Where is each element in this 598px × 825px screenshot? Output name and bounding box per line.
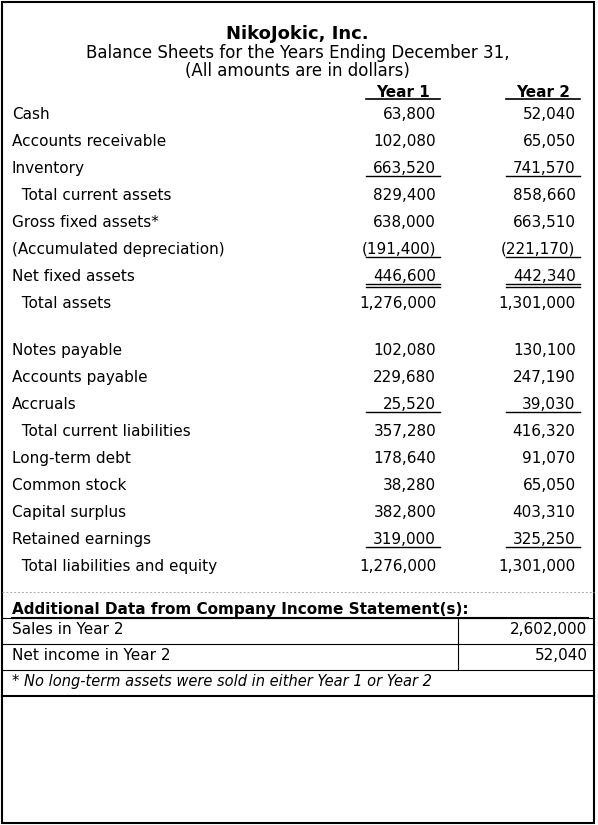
Text: 741,570: 741,570 (513, 161, 576, 176)
Text: 638,000: 638,000 (373, 215, 436, 230)
Text: Year 1: Year 1 (377, 85, 430, 100)
Text: Notes payable: Notes payable (12, 343, 122, 358)
Text: (Accumulated depreciation): (Accumulated depreciation) (12, 242, 225, 257)
Text: 1,276,000: 1,276,000 (359, 559, 436, 574)
Text: 25,520: 25,520 (383, 397, 436, 412)
Text: 1,301,000: 1,301,000 (498, 559, 576, 574)
Text: (191,400): (191,400) (362, 242, 436, 257)
Text: Balance Sheets for the Years Ending December 31,: Balance Sheets for the Years Ending Dece… (86, 44, 509, 62)
Text: 829,400: 829,400 (373, 188, 436, 203)
Text: 247,190: 247,190 (513, 370, 576, 385)
Text: Sales in Year 2: Sales in Year 2 (12, 622, 123, 637)
Text: 446,600: 446,600 (373, 269, 436, 284)
Text: 357,280: 357,280 (373, 424, 436, 439)
Text: 52,040: 52,040 (535, 648, 588, 663)
Text: Net fixed assets: Net fixed assets (12, 269, 135, 284)
Text: Common stock: Common stock (12, 478, 126, 493)
Text: (221,170): (221,170) (501, 242, 576, 257)
Text: Total liabilities and equity: Total liabilities and equity (12, 559, 217, 574)
Text: Capital surplus: Capital surplus (12, 505, 126, 520)
Text: 858,660: 858,660 (512, 188, 576, 203)
Text: 65,050: 65,050 (523, 134, 576, 149)
Text: Year 2: Year 2 (515, 85, 570, 100)
Text: Accounts payable: Accounts payable (12, 370, 148, 385)
Text: Total current assets: Total current assets (12, 188, 172, 203)
Text: Accruals: Accruals (12, 397, 77, 412)
Text: 38,280: 38,280 (383, 478, 436, 493)
Text: Total assets: Total assets (12, 296, 111, 311)
Text: 416,320: 416,320 (512, 424, 576, 439)
Text: 403,310: 403,310 (512, 505, 576, 520)
Text: 52,040: 52,040 (523, 107, 576, 122)
Text: Retained earnings: Retained earnings (12, 532, 151, 547)
Text: 442,340: 442,340 (513, 269, 576, 284)
Text: 178,640: 178,640 (373, 451, 436, 466)
Text: 63,800: 63,800 (383, 107, 436, 122)
Text: (All amounts are in dollars): (All amounts are in dollars) (185, 62, 410, 80)
Text: Gross fixed assets*: Gross fixed assets* (12, 215, 159, 230)
Text: Additional Data from Company Income Statement(s):: Additional Data from Company Income Stat… (12, 602, 469, 617)
Text: 663,520: 663,520 (373, 161, 436, 176)
Text: * No long-term assets were sold in either Year 1 or Year 2: * No long-term assets were sold in eithe… (12, 674, 432, 689)
Text: NikoJokic, Inc.: NikoJokic, Inc. (227, 25, 369, 43)
Text: 102,080: 102,080 (374, 343, 436, 358)
Text: 229,680: 229,680 (373, 370, 436, 385)
Text: 1,276,000: 1,276,000 (359, 296, 436, 311)
Text: 319,000: 319,000 (373, 532, 436, 547)
Text: 91,070: 91,070 (523, 451, 576, 466)
Text: 130,100: 130,100 (513, 343, 576, 358)
Text: 1,301,000: 1,301,000 (498, 296, 576, 311)
Text: 325,250: 325,250 (513, 532, 576, 547)
Text: 102,080: 102,080 (374, 134, 436, 149)
Text: Inventory: Inventory (12, 161, 85, 176)
Text: 65,050: 65,050 (523, 478, 576, 493)
Text: 382,800: 382,800 (373, 505, 436, 520)
Text: Long-term debt: Long-term debt (12, 451, 131, 466)
Text: Cash: Cash (12, 107, 50, 122)
Text: 663,510: 663,510 (512, 215, 576, 230)
Text: Total current liabilities: Total current liabilities (12, 424, 191, 439)
Text: Accounts receivable: Accounts receivable (12, 134, 166, 149)
Text: 39,030: 39,030 (522, 397, 576, 412)
Text: Net income in Year 2: Net income in Year 2 (12, 648, 170, 663)
Text: 2,602,000: 2,602,000 (510, 622, 588, 637)
